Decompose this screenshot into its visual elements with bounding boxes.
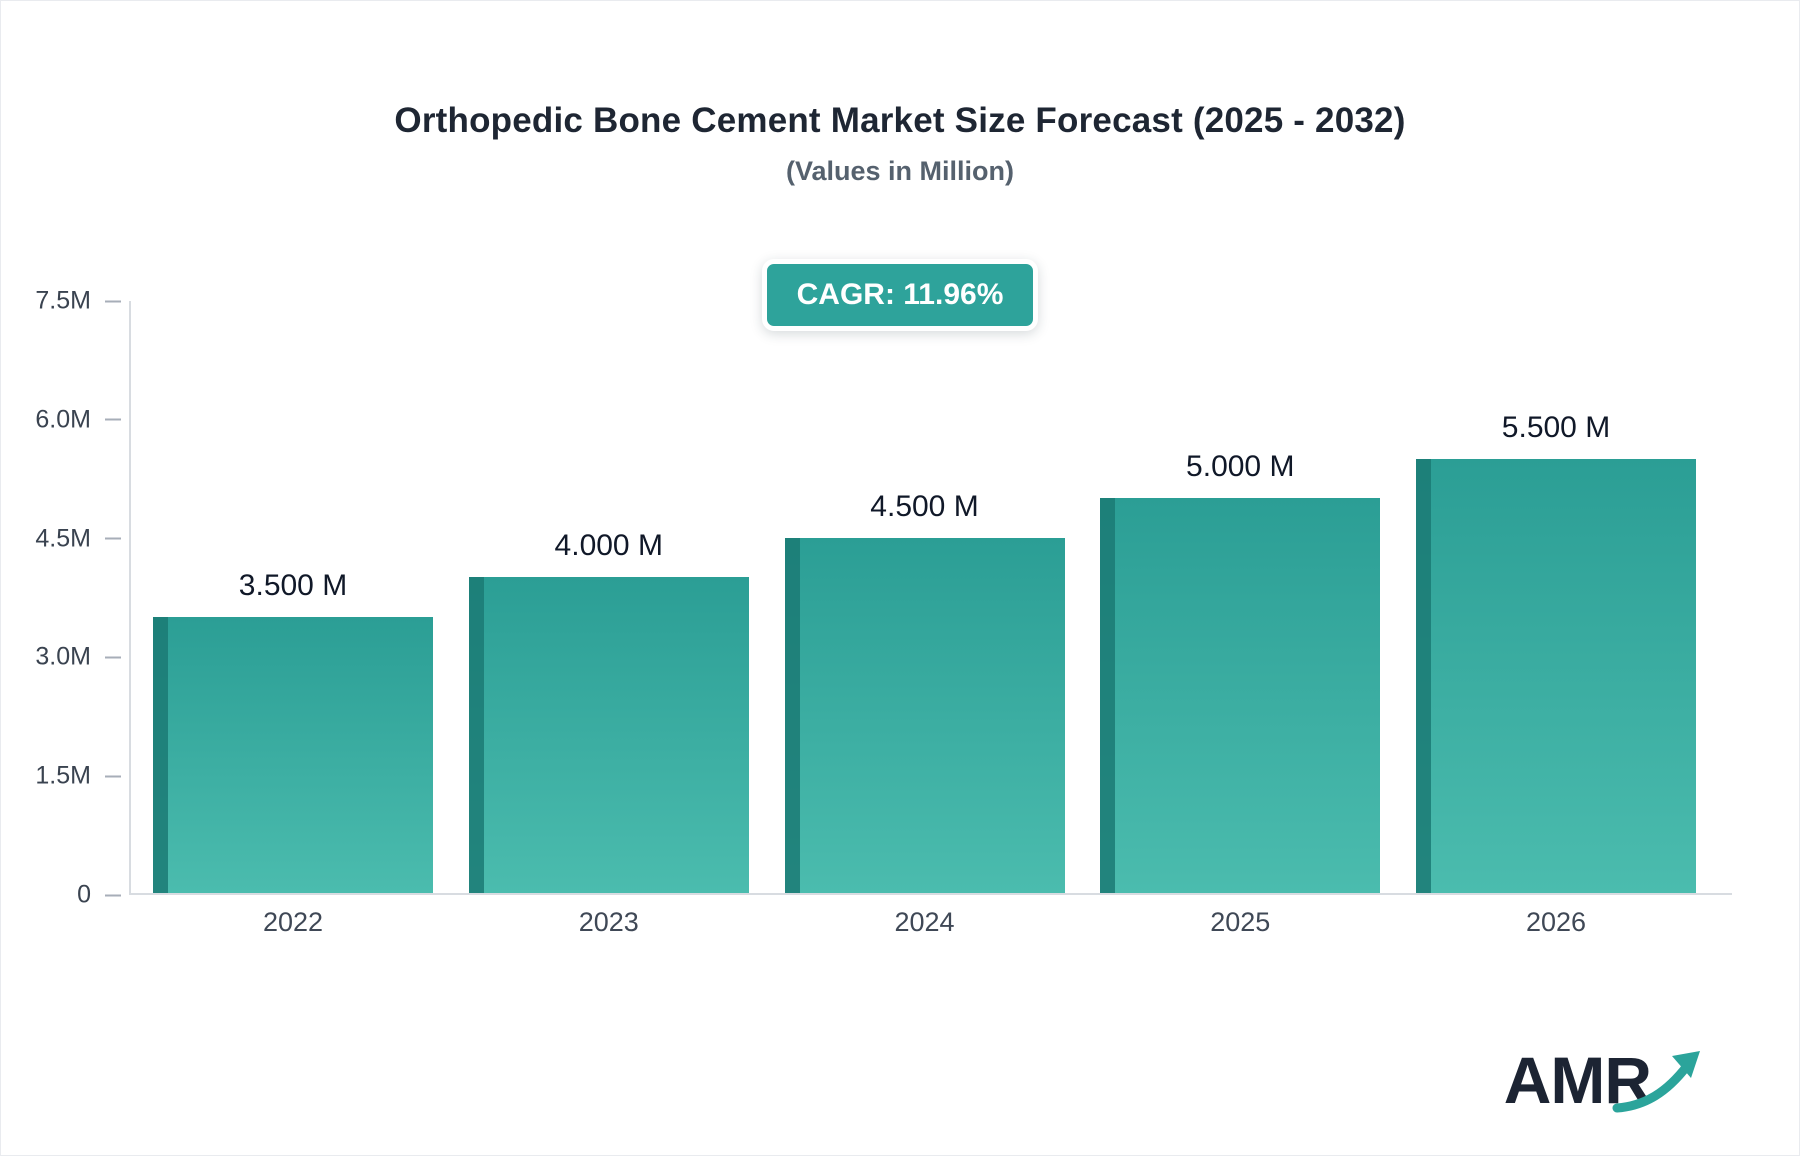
bar-column: 5.000 M: [1100, 301, 1381, 893]
x-axis-label: 2026: [1525, 907, 1587, 937]
bar-chart: 7.5M 6.0M 4.5M 3.0M 1.5M 0 3.500 M 4.000 M 4.50…: [1, 287, 1799, 909]
bar-side-shade: [468, 577, 484, 893]
cagr-badge: CAGR: 11.96%: [761, 259, 1039, 331]
bar-2025: [1100, 498, 1381, 893]
x-axis-label: 2023: [578, 907, 639, 937]
y-tick-label: 0: [77, 880, 91, 909]
y-tick-mark: [105, 537, 121, 540]
x-axis-labels: 2022 2023 2024 2025 2026: [131, 907, 1732, 938]
arrow-icon: [1612, 1051, 1700, 1113]
x-axis-label: 2022: [262, 907, 324, 937]
amr-logo-text: AMR: [1503, 1043, 1652, 1117]
chart-title: Orthopedic Bone Cement Market Size Forec…: [394, 101, 1406, 140]
bar-value-label: 3.500 M: [238, 568, 348, 602]
bar-column: 3.500 M: [153, 301, 433, 893]
y-axis: 7.5M 6.0M 4.5M 3.0M 1.5M 0: [1, 287, 129, 909]
y-tick: 3.0M: [35, 643, 121, 672]
bar-column: 5.500 M: [1416, 301, 1696, 893]
y-tick: 1.5M: [35, 762, 121, 791]
bar-2026: [1416, 458, 1696, 893]
bar-side-shade: [1416, 458, 1431, 893]
bar-value-label: 4.500 M: [870, 489, 979, 523]
bar-column: 4.000 M: [468, 301, 749, 893]
chart-subtitle: (Values in Million): [785, 156, 1015, 186]
y-tick-mark: [105, 418, 121, 421]
y-tick: 7.5M: [35, 287, 121, 316]
bar-column: 4.500 M: [784, 301, 1065, 893]
plot-area: 3.500 M 4.000 M 4.500 M 5.000 M 5.500 M: [129, 301, 1732, 895]
y-tick-mark: [105, 656, 121, 659]
y-tick-label: 6.0M: [35, 405, 91, 434]
bar-side-shade: [1100, 498, 1116, 893]
y-tick-label: 4.5M: [35, 524, 91, 553]
bar-value-label: 5.500 M: [1501, 410, 1611, 444]
bar-value-label: 4.000 M: [554, 529, 663, 563]
y-tick-label: 3.0M: [35, 642, 91, 671]
amr-logo: AMR: [1504, 1047, 1703, 1113]
y-tick: 6.0M: [35, 405, 121, 434]
x-axis-label: 2025: [1210, 907, 1271, 937]
y-tick-label: 1.5M: [35, 761, 91, 790]
bars: 3.500 M 4.000 M 4.500 M 5.000 M 5.500 M: [131, 301, 1732, 893]
bar-2023: [468, 577, 749, 893]
y-tick-mark: [105, 300, 121, 302]
bar-2022: [153, 616, 433, 893]
y-tick: 4.5M: [35, 524, 121, 553]
bar-2024: [784, 537, 1065, 893]
x-axis-label: 2024: [894, 907, 955, 937]
bar-value-label: 5.000 M: [1186, 450, 1295, 484]
y-tick: 0: [77, 881, 121, 910]
y-tick-mark: [105, 775, 121, 778]
badge-row: CAGR: 11.96%: [1, 259, 1799, 331]
y-tick-mark: [105, 894, 121, 896]
y-tick-label: 7.5M: [35, 286, 91, 315]
bar-side-shade: [153, 616, 168, 893]
bar-side-shade: [784, 537, 800, 893]
chart-header: Orthopedic Bone Cement Market Size Forec…: [1, 1, 1799, 331]
